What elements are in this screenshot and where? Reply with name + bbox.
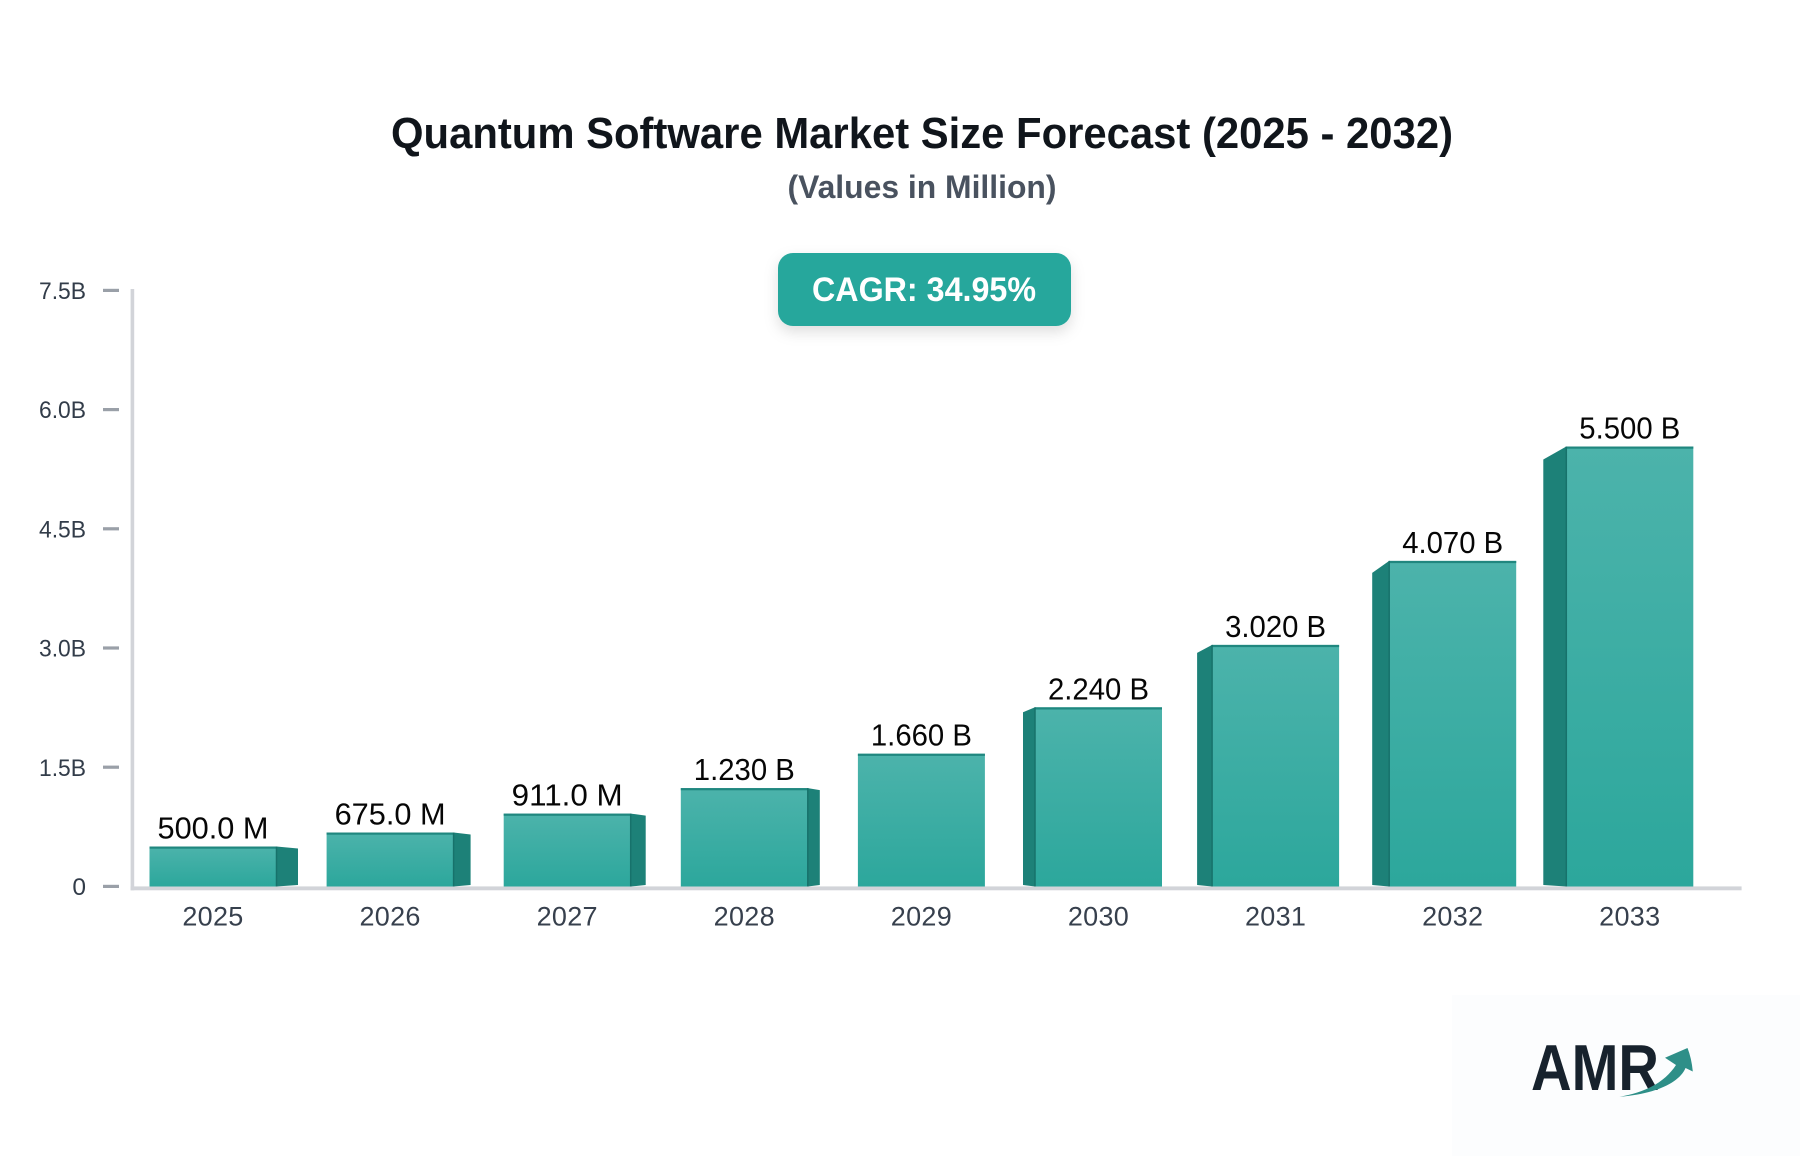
svg-text:2032: 2032 — [1422, 902, 1483, 932]
svg-text:2028: 2028 — [714, 902, 775, 932]
svg-text:Quantum Software Market Size F: Quantum Software Market Size Forecast (2… — [391, 110, 1453, 158]
svg-text:4.070 B: 4.070 B — [1402, 525, 1503, 560]
svg-text:1.5B: 1.5B — [39, 755, 86, 782]
svg-text:675.0 M: 675.0 M — [335, 797, 446, 832]
svg-text:6.0B: 6.0B — [39, 397, 86, 424]
svg-text:1.660 B: 1.660 B — [871, 718, 972, 753]
svg-text:5.500 B: 5.500 B — [1579, 411, 1680, 446]
svg-text:1.230 B: 1.230 B — [694, 752, 795, 787]
svg-text:4.5B: 4.5B — [39, 516, 86, 543]
svg-text:2030: 2030 — [1068, 902, 1129, 932]
svg-text:2029: 2029 — [891, 902, 952, 932]
svg-text:7.5B: 7.5B — [39, 278, 86, 305]
svg-text:CAGR: 34.95%: CAGR: 34.95% — [812, 271, 1036, 309]
svg-text:2033: 2033 — [1599, 902, 1660, 932]
svg-text:911.0 M: 911.0 M — [512, 778, 623, 813]
svg-text:0: 0 — [72, 874, 86, 901]
svg-text:3.020 B: 3.020 B — [1225, 609, 1326, 644]
svg-text:AMR: AMR — [1531, 1031, 1659, 1104]
svg-text:2025: 2025 — [182, 902, 243, 932]
svg-text:3.0B: 3.0B — [39, 636, 86, 663]
svg-text:500.0 M: 500.0 M — [158, 811, 269, 846]
svg-text:2027: 2027 — [537, 902, 598, 932]
svg-text:2026: 2026 — [359, 902, 420, 932]
svg-text:2031: 2031 — [1245, 902, 1306, 932]
svg-text:(Values in Million): (Values in Million) — [788, 169, 1057, 205]
svg-text:2.240 B: 2.240 B — [1048, 671, 1149, 706]
